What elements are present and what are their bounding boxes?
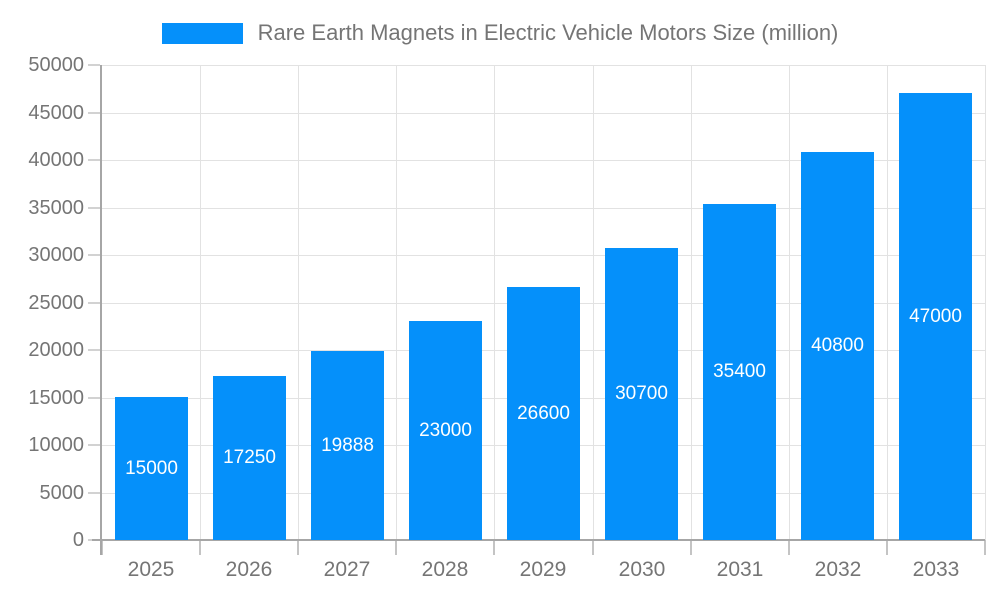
y-axis-tick-label: 25000 [28, 292, 84, 314]
bar-value-label: 17250 [223, 447, 276, 468]
y-axis-tick [88, 159, 100, 161]
x-axis-tick [395, 540, 397, 555]
y-axis-tick-label: 0 [72, 529, 84, 551]
chart-legend-item[interactable]: Rare Earth Magnets in Electric Vehicle M… [0, 13, 1000, 53]
legend-swatch-icon [161, 22, 243, 44]
y-gridline [102, 113, 985, 114]
y-axis-tick [88, 349, 100, 351]
bar [801, 152, 874, 540]
legend-label: Rare Earth Magnets in Electric Vehicle M… [257, 20, 839, 45]
y-axis-tick-label: 5000 [39, 482, 85, 504]
bar [311, 351, 384, 540]
x-axis-tick [690, 540, 692, 555]
x-axis-tick-label: 2030 [618, 558, 666, 581]
y-axis-tick-label: 50000 [28, 54, 84, 76]
x-gridline [985, 65, 986, 540]
y-gridline [102, 160, 985, 161]
x-axis-tick-label: 2032 [814, 558, 862, 581]
y-axis-tick-label: 40000 [28, 149, 84, 171]
x-axis-tick [886, 540, 888, 555]
y-axis-tick [88, 64, 100, 66]
y-axis-tick [88, 112, 100, 114]
x-gridline [200, 65, 201, 540]
bar [115, 397, 188, 540]
bar-value-label: 19888 [321, 435, 374, 456]
x-axis-tick-label: 2028 [421, 558, 469, 581]
bar-value-label: 23000 [419, 420, 472, 441]
x-axis-tick-label: 2027 [323, 558, 371, 581]
x-axis-tick [984, 540, 986, 555]
y-axis-tick-label: 15000 [28, 387, 84, 409]
bar-value-label: 15000 [125, 458, 178, 479]
x-axis-tick-label: 2025 [127, 558, 175, 581]
y-axis-tick [88, 207, 100, 209]
bar-value-label: 40800 [811, 335, 864, 356]
x-axis-line [92, 539, 985, 541]
bar [703, 204, 776, 540]
x-axis-tick [199, 540, 201, 555]
y-gridline [102, 65, 985, 66]
bar [899, 93, 972, 540]
x-axis-tick [788, 540, 790, 555]
y-axis-tick [88, 444, 100, 446]
x-axis-tick [101, 540, 103, 555]
x-gridline [298, 65, 299, 540]
bar-value-label: 26600 [517, 403, 570, 424]
bar [409, 321, 482, 540]
bar-value-label: 47000 [909, 306, 962, 327]
x-gridline [789, 65, 790, 540]
x-gridline [593, 65, 594, 540]
x-gridline [887, 65, 888, 540]
bar-value-label: 30700 [615, 383, 668, 404]
x-gridline [691, 65, 692, 540]
y-axis-tick [88, 254, 100, 256]
x-axis-tick-label: 2031 [716, 558, 764, 581]
y-axis-tick-label: 20000 [28, 339, 84, 361]
bar-value-label: 35400 [713, 361, 766, 382]
x-axis-tick [592, 540, 594, 555]
x-axis-tick [493, 540, 495, 555]
y-axis-line [100, 65, 102, 555]
x-gridline [396, 65, 397, 540]
y-axis-tick-label: 10000 [28, 434, 84, 456]
y-axis-tick-label: 30000 [28, 244, 84, 266]
x-axis-tick-label: 2029 [519, 558, 567, 581]
y-axis-tick-label: 35000 [28, 197, 84, 219]
x-axis-tick-label: 2033 [912, 558, 960, 581]
bar [507, 287, 580, 540]
bar [213, 376, 286, 540]
y-axis-tick [88, 302, 100, 304]
y-gridline [102, 208, 985, 209]
y-gridline [102, 255, 985, 256]
x-axis-tick [297, 540, 299, 555]
y-axis-tick [88, 397, 100, 399]
y-axis-tick [88, 492, 100, 494]
bar [605, 248, 678, 540]
y-axis-tick-label: 45000 [28, 102, 84, 124]
x-axis-tick-label: 2026 [225, 558, 273, 581]
x-gridline [494, 65, 495, 540]
